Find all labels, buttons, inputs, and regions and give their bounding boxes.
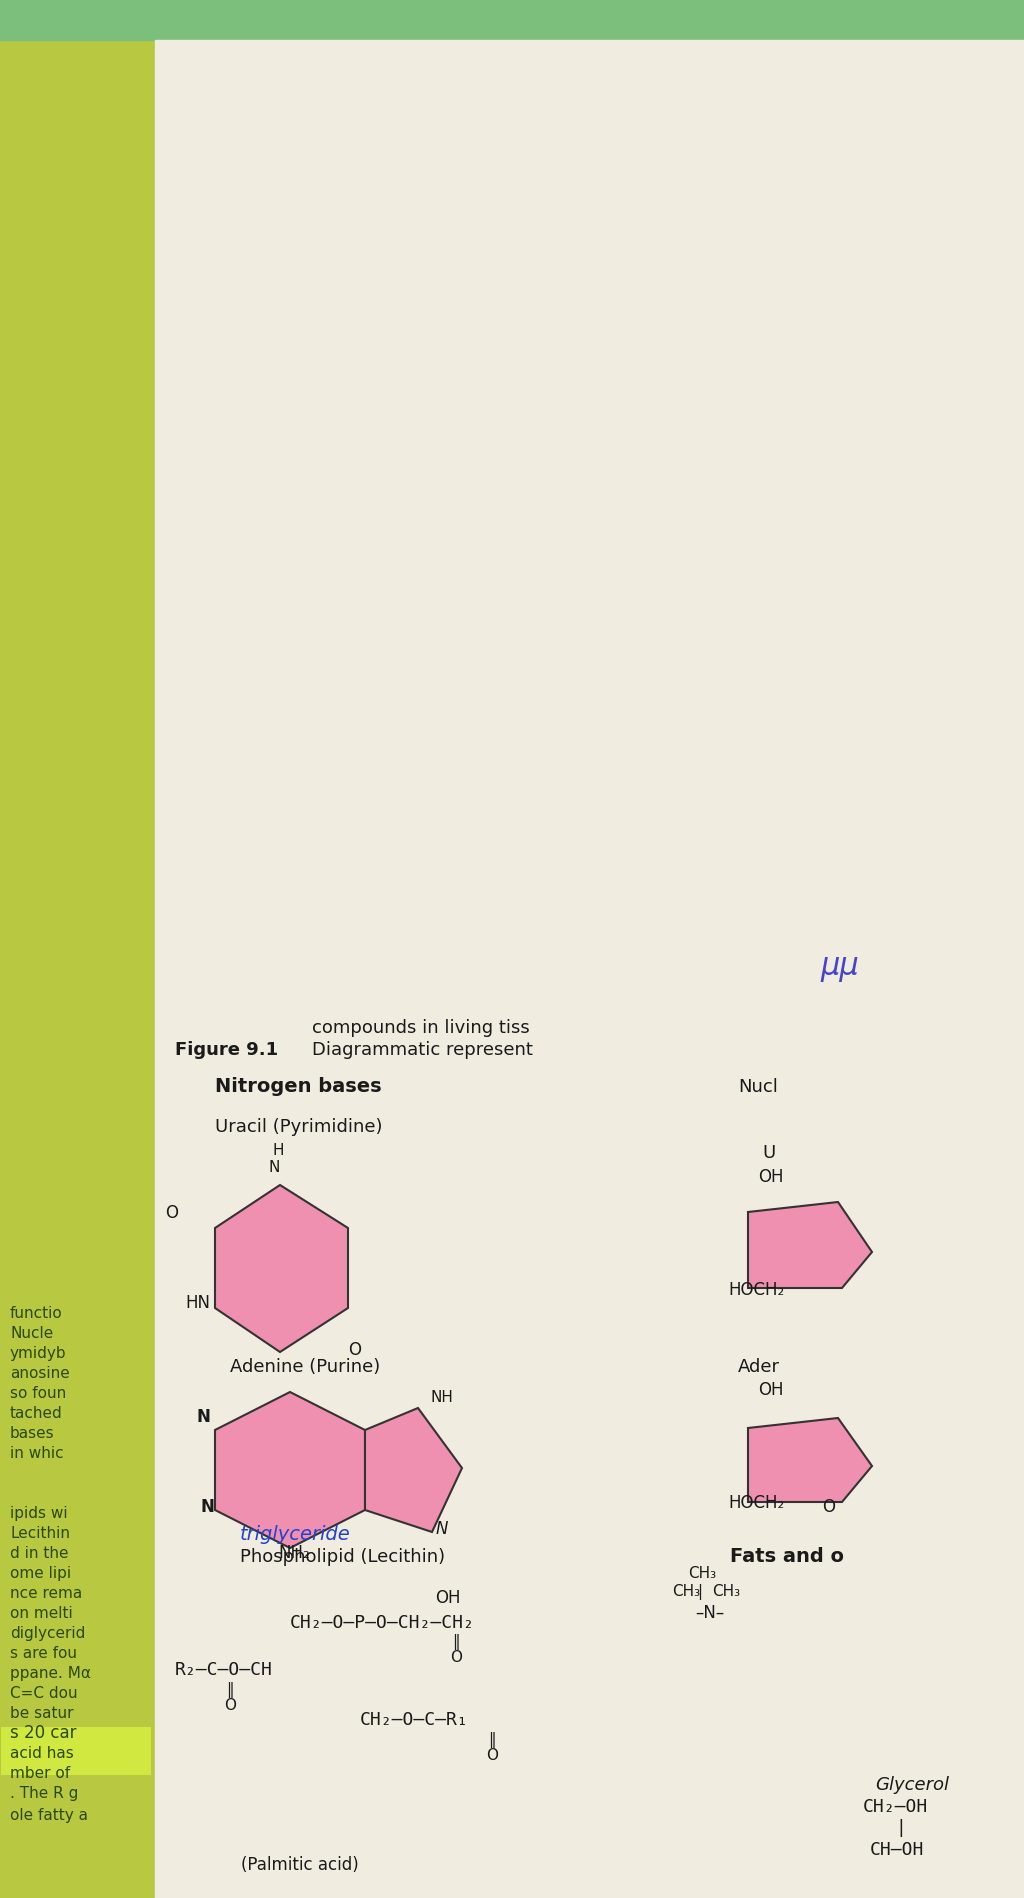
Text: O: O — [486, 1748, 498, 1763]
Text: ‖: ‖ — [226, 1682, 233, 1699]
Text: functio: functio — [10, 1306, 62, 1321]
Text: HOCH₂: HOCH₂ — [728, 1494, 784, 1513]
Text: ymidyb: ymidyb — [10, 1346, 67, 1361]
Text: s 20 car: s 20 car — [10, 1723, 77, 1742]
Text: CH₂–O–P–O–CH₂–CH₂: CH₂–O–P–O–CH₂–CH₂ — [290, 1613, 475, 1632]
Text: NH: NH — [430, 1389, 453, 1405]
Text: HN: HN — [185, 1294, 210, 1312]
Text: O: O — [165, 1203, 178, 1222]
Text: CH–OH: CH–OH — [870, 1841, 925, 1858]
Text: O: O — [348, 1342, 361, 1359]
Text: N: N — [200, 1498, 214, 1517]
Text: ‖: ‖ — [488, 1733, 496, 1748]
Text: NH₂: NH₂ — [278, 1543, 309, 1562]
Text: N: N — [268, 1160, 280, 1175]
Text: R₂–C–O–CH: R₂–C–O–CH — [175, 1661, 272, 1680]
Text: ipids wi: ipids wi — [10, 1505, 68, 1520]
Text: Adenine (Purine): Adenine (Purine) — [230, 1357, 380, 1376]
Text: mber of: mber of — [10, 1765, 70, 1780]
Text: O: O — [224, 1699, 236, 1714]
Text: Nitrogen bases: Nitrogen bases — [215, 1076, 382, 1095]
Text: . The R g: . The R g — [10, 1786, 79, 1801]
Text: acid haѕ: acid haѕ — [10, 1746, 74, 1761]
Text: CH₂–OH: CH₂–OH — [863, 1797, 928, 1816]
Text: Glycerol: Glycerol — [874, 1777, 949, 1794]
Polygon shape — [215, 1391, 365, 1549]
Bar — [0, 0, 155, 1898]
Text: Nucle: Nucle — [10, 1327, 53, 1342]
Text: Figure 9.1: Figure 9.1 — [175, 1040, 279, 1059]
Text: (Palmitic acid): (Palmitic acid) — [241, 1856, 358, 1873]
Text: anosine: anosine — [10, 1367, 70, 1382]
Text: H: H — [272, 1143, 284, 1158]
Text: ‖: ‖ — [453, 1634, 460, 1649]
Text: tached: tached — [10, 1406, 62, 1422]
Polygon shape — [215, 1184, 348, 1351]
Text: s are fou: s are fou — [10, 1646, 77, 1661]
Text: O: O — [450, 1649, 462, 1665]
Text: Ader: Ader — [738, 1357, 780, 1376]
Text: CH₃: CH₃ — [672, 1585, 700, 1598]
Text: OH: OH — [758, 1382, 783, 1399]
Text: Fats and o: Fats and o — [730, 1547, 844, 1566]
Text: |: | — [697, 1585, 702, 1600]
Text: Nucl: Nucl — [738, 1078, 778, 1095]
Text: bases: bases — [10, 1425, 54, 1441]
Polygon shape — [748, 1201, 872, 1289]
Text: on melti: on melti — [10, 1606, 73, 1621]
Text: in whic: in whic — [10, 1446, 63, 1461]
FancyBboxPatch shape — [1, 1727, 151, 1754]
Text: N: N — [436, 1520, 449, 1537]
Text: C=C dou: C=C dou — [10, 1685, 78, 1701]
Text: so foun: so foun — [10, 1386, 67, 1401]
Text: ole fatty a: ole fatty a — [10, 1809, 88, 1822]
Text: μμ: μμ — [820, 953, 859, 981]
Text: HOCH₂: HOCH₂ — [728, 1281, 784, 1298]
Text: triglyceride: triglyceride — [240, 1524, 351, 1543]
Text: compounds in living tiss: compounds in living tiss — [312, 1019, 529, 1036]
Text: –N–: –N– — [695, 1604, 724, 1623]
Bar — [0, 0, 1024, 40]
Text: Lecithin: Lecithin — [10, 1526, 70, 1541]
Polygon shape — [748, 1418, 872, 1501]
Text: U: U — [762, 1144, 775, 1162]
Text: nce rema: nce rema — [10, 1587, 82, 1602]
Text: |: | — [895, 1818, 906, 1837]
Text: CH₃: CH₃ — [688, 1566, 716, 1581]
Text: Uracil (Pyrimidine): Uracil (Pyrimidine) — [215, 1118, 383, 1137]
Text: Phospholipid (Lecithin): Phospholipid (Lecithin) — [240, 1549, 445, 1566]
FancyBboxPatch shape — [1, 1748, 151, 1775]
Polygon shape — [365, 1408, 462, 1532]
Text: O: O — [822, 1498, 835, 1517]
Text: N: N — [197, 1408, 211, 1425]
Text: d in the: d in the — [10, 1547, 69, 1560]
Text: ome lipi: ome lipi — [10, 1566, 71, 1581]
Text: OH: OH — [435, 1589, 461, 1608]
Bar — [155, 40, 1024, 1898]
Text: CH₃: CH₃ — [712, 1585, 740, 1598]
Text: be satur: be satur — [10, 1706, 74, 1721]
Text: ppane. Mα: ppane. Mα — [10, 1666, 91, 1682]
Text: CH₂–O–C–R₁: CH₂–O–C–R₁ — [360, 1710, 469, 1729]
Text: OH: OH — [758, 1167, 783, 1186]
Text: Diagrammatic represent: Diagrammatic represent — [312, 1040, 532, 1059]
Text: diglycerid: diglycerid — [10, 1627, 85, 1642]
